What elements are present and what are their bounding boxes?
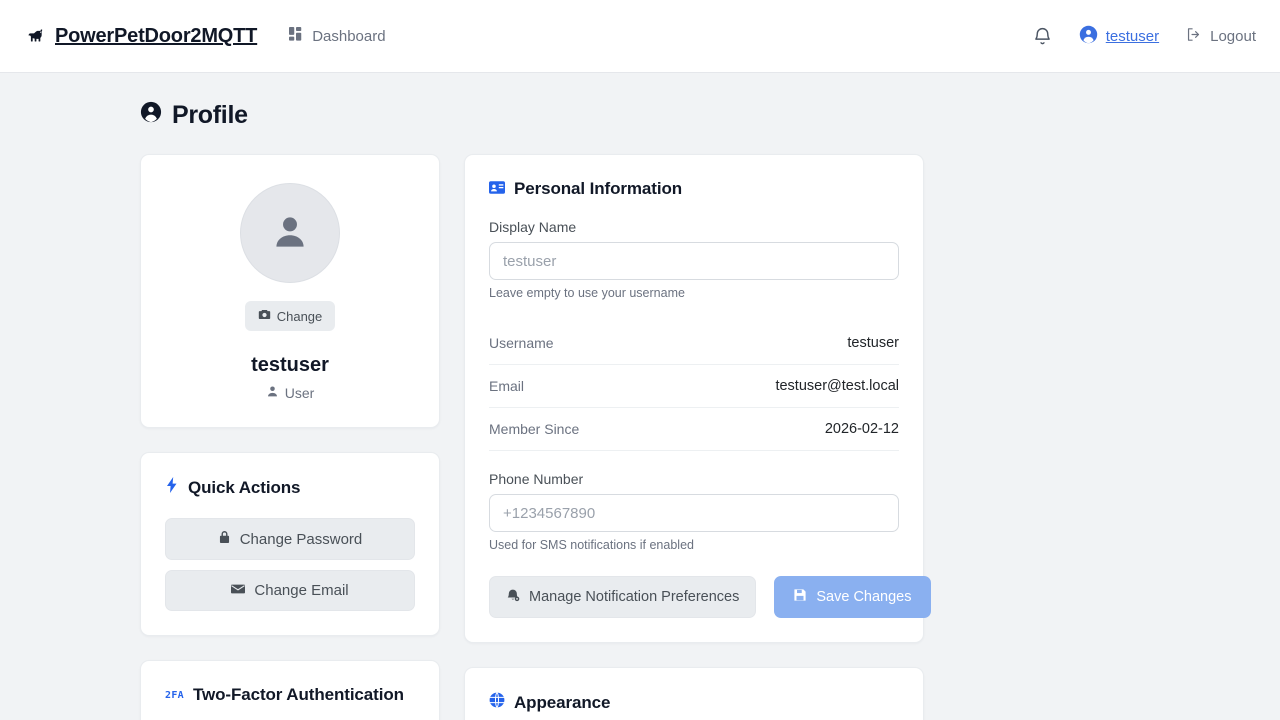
phone-number-label: Phone Number [489, 471, 584, 487]
two-factor-card: 2FA Two-Factor Authentication [140, 660, 440, 720]
appearance-body: Appearance [465, 668, 923, 720]
floppy-disk-icon [793, 588, 807, 606]
person-icon [266, 385, 279, 401]
display-name-label: Display Name [489, 219, 577, 235]
top-navbar: PowerPetDoor2MQTT Dashboard [0, 0, 1280, 73]
phone-number-field-group: Phone Number Used for SMS notifications … [489, 471, 899, 552]
info-row-member-since: Member Since 2026-02-12 [489, 408, 899, 451]
phone-number-help: Used for SMS notifications if enabled [489, 538, 694, 552]
nav-item-dashboard-label: Dashboard [312, 27, 386, 45]
change-email-button[interactable]: Change Email [165, 570, 415, 611]
personal-information-title: Personal Information [489, 179, 899, 199]
personal-information-body: Personal Information Display Name Leave … [465, 155, 931, 642]
envelope-icon [231, 582, 246, 599]
page-content: Profile [0, 73, 1280, 720]
appearance-card: Appearance [464, 667, 924, 720]
profile-summary-card: Change testuser User [140, 154, 440, 428]
profile-summary-body: Change testuser User [141, 155, 439, 427]
phone-number-input[interactable] [489, 494, 899, 532]
globe-icon [489, 692, 505, 713]
brand-title: PowerPetDoor2MQTT [55, 24, 258, 47]
brand-logo[interactable]: PowerPetDoor2MQTT [26, 25, 257, 48]
camera-icon [258, 308, 271, 324]
page-title: Profile [140, 101, 1140, 130]
lightning-bolt-icon [165, 477, 179, 498]
info-row-username: Username testuser [489, 322, 899, 365]
lock-icon [218, 530, 231, 548]
manage-notification-preferences-button[interactable]: Manage Notification Preferences [489, 576, 757, 618]
change-password-button[interactable]: Change Password [165, 518, 415, 560]
id-card-icon [489, 179, 505, 199]
change-email-label: Change Email [254, 582, 349, 599]
nav-links: Dashboard [289, 27, 386, 45]
navbar-right-actions: testuser Logout [1032, 25, 1256, 48]
avatar [240, 183, 340, 283]
info-value-username: testuser [847, 335, 899, 351]
grid-dashboard-icon [289, 27, 303, 45]
navbar-user-menu[interactable]: testuser [1079, 25, 1159, 48]
person-silhouette-icon [268, 209, 312, 258]
save-changes-button[interactable]: Save Changes [774, 576, 931, 618]
user-circle-icon [140, 101, 162, 130]
bell-settings-icon [506, 588, 520, 606]
quick-actions-title-text: Quick Actions [188, 477, 301, 497]
navbar-username: testuser [1105, 27, 1160, 45]
personal-information-card: Personal Information Display Name Leave … [464, 154, 931, 643]
info-key-email: Email [489, 378, 525, 394]
quick-actions-title: Quick Actions [165, 477, 415, 498]
nav-item-dashboard[interactable]: Dashboard [289, 27, 386, 45]
profile-display-name: testuser [251, 354, 329, 376]
logout-arrow-icon [1185, 26, 1202, 47]
personal-information-title-text: Personal Information [514, 179, 683, 198]
save-changes-label: Save Changes [816, 589, 912, 605]
profile-role-label: User [284, 385, 315, 401]
content-container: Profile [132, 101, 1148, 720]
logout-button[interactable]: Logout [1185, 26, 1256, 47]
change-avatar-label: Change [276, 308, 323, 324]
display-name-help: Leave empty to use your username [489, 286, 685, 300]
profile-role: User [165, 385, 415, 401]
change-password-label: Change Password [239, 530, 363, 548]
dog-icon [26, 26, 46, 46]
appearance-title: Appearance [489, 692, 899, 713]
info-value-email: testuser@test.local [775, 378, 899, 394]
personal-information-actions: Manage Notification Preferences [489, 576, 931, 618]
right-column: Personal Information Display Name Leave … [464, 154, 931, 720]
display-name-input[interactable] [489, 242, 899, 280]
two-factor-title: 2FA Two-Factor Authentication [165, 685, 415, 705]
info-key-member-since: Member Since [489, 421, 580, 437]
info-row-email: Email testuser@test.local [489, 365, 899, 408]
two-factor-body: 2FA Two-Factor Authentication [141, 661, 439, 720]
info-key-username: Username [489, 335, 554, 351]
info-value-member-since: 2026-02-12 [824, 421, 899, 437]
quick-actions-card: Quick Actions Change Password [140, 452, 440, 636]
change-avatar-button[interactable]: Change [244, 301, 336, 331]
display-name-field-group: Display Name Leave empty to use your use… [489, 219, 899, 300]
user-circle-icon [1079, 25, 1098, 48]
notification-bell-icon[interactable] [1032, 26, 1053, 47]
quick-actions-body: Quick Actions Change Password [141, 453, 439, 635]
left-column: Change testuser User [140, 154, 440, 720]
manage-notification-preferences-label: Manage Notification Preferences [529, 589, 740, 605]
account-info-list: Username testuser Email testuser@test.lo… [489, 322, 899, 451]
logout-label: Logout [1210, 27, 1256, 45]
profile-grid: Change testuser User [140, 154, 1140, 720]
page-title-text: Profile [172, 101, 248, 129]
appearance-title-text: Appearance [514, 692, 611, 712]
two-factor-title-text: Two-Factor Authentication [192, 685, 404, 704]
2fa-badge-icon: 2FA [165, 689, 184, 701]
